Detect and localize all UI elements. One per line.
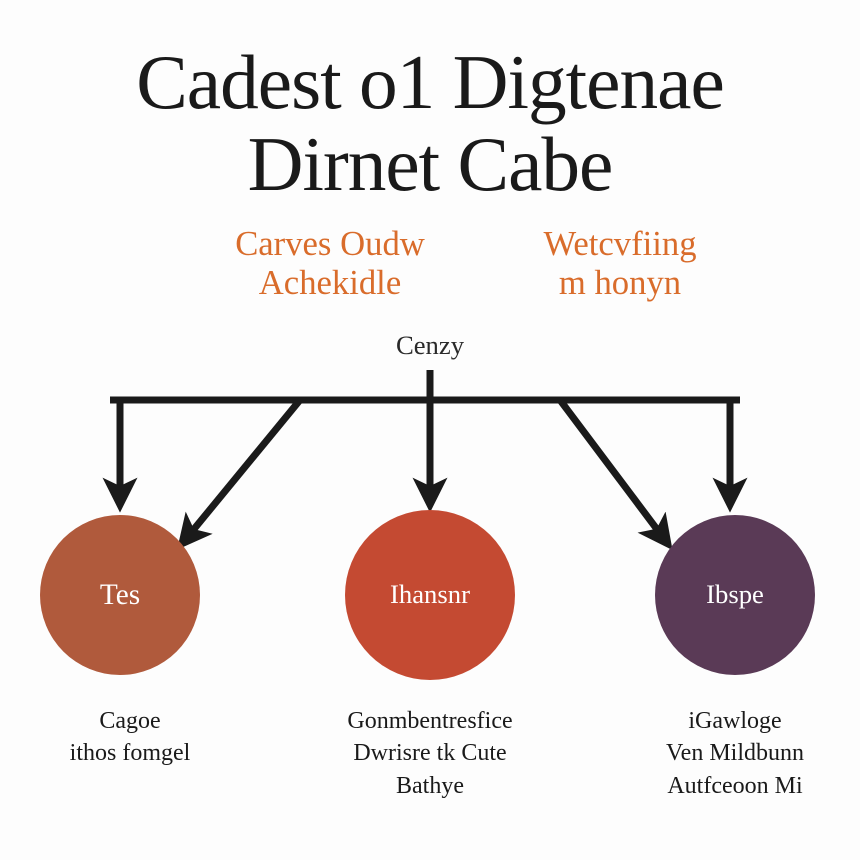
node-left: Tes <box>40 515 200 675</box>
node-right-label: Ibspe <box>706 580 764 609</box>
title-line-1: Cadest o1 Digtenae <box>0 38 860 127</box>
node-mid: Ihansnr <box>345 510 515 680</box>
node-right-caption: iGawlogeVen MildbunnAutfceoon Mi <box>620 705 850 802</box>
diagram-canvas: { "background_color": "#fdfdfd", "title"… <box>0 0 860 860</box>
node-left-label: Tes <box>100 579 140 611</box>
subhead-right-line1: Wetcvfiing <box>500 225 740 264</box>
subhead-left: Carves Oudw Achekidle <box>210 225 450 303</box>
subhead-right: Wetcvfiing m honyn <box>500 225 740 303</box>
title-line-2: Dirnet Cabe <box>0 120 860 209</box>
subhead-left-line1: Carves Oudw <box>210 225 450 264</box>
subhead-left-line2: Achekidle <box>210 264 450 303</box>
node-right: Ibspe <box>655 515 815 675</box>
node-mid-caption: GonmbentresficeDwrisre tk CuteBathye <box>300 705 560 802</box>
node-left-caption: Cagoeithos fomgel <box>30 705 230 770</box>
center-label: Cenzy <box>0 330 860 361</box>
node-mid-label: Ihansnr <box>390 580 470 609</box>
subhead-right-line2: m honyn <box>500 264 740 303</box>
